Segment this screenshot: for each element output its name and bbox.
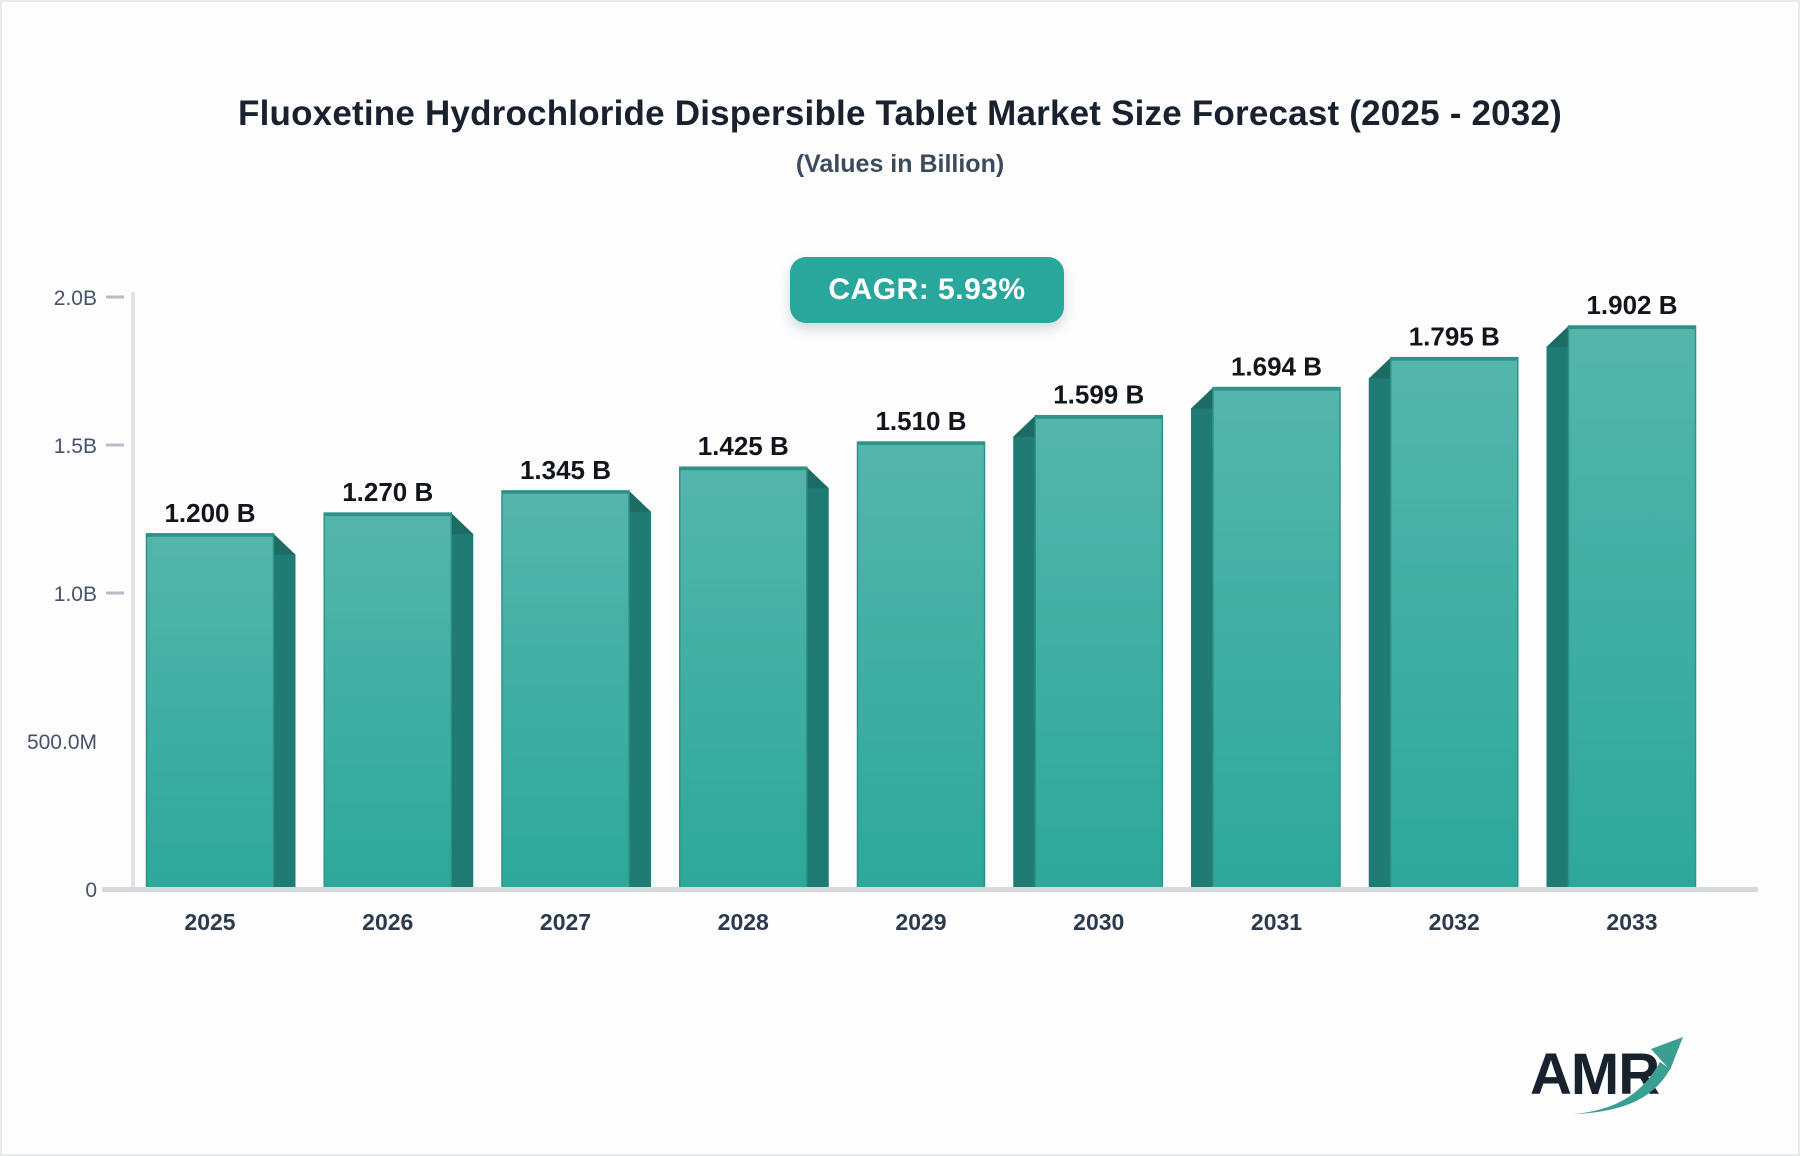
bar-value-label: 1.270 B xyxy=(342,477,433,507)
bar-side xyxy=(629,490,651,891)
bar-face xyxy=(501,490,630,892)
x-tick-label: 2026 xyxy=(362,909,413,935)
bar-side xyxy=(1013,415,1036,891)
x-tick-label: 2028 xyxy=(718,909,769,935)
x-tick-label: 2030 xyxy=(1073,909,1124,935)
bar-side-chamfer xyxy=(1546,326,1569,348)
bar-side xyxy=(273,533,296,891)
bar-side-chamfer xyxy=(273,533,296,555)
x-axis-line xyxy=(102,887,1758,892)
bar-side-chamfer xyxy=(1191,387,1213,409)
bar-value-label: 1.694 B xyxy=(1231,352,1322,382)
bar-side-chamfer xyxy=(451,513,474,535)
bar-value-label: 1.345 B xyxy=(520,455,611,485)
bar-2031: 1.694 B 2031 xyxy=(1191,352,1341,935)
x-tick-label: 2033 xyxy=(1606,909,1657,935)
bar-side xyxy=(806,467,829,891)
bar-side xyxy=(1191,387,1213,891)
x-tick-label: 2032 xyxy=(1429,909,1480,935)
bar-value-label: 1.510 B xyxy=(875,406,966,436)
x-tick-label: 2027 xyxy=(540,909,591,935)
bar-face xyxy=(1390,356,1519,892)
bar-face xyxy=(1034,414,1163,892)
bar-side xyxy=(1546,326,1569,891)
bar-face xyxy=(145,533,275,892)
y-tick-label: 1.5B xyxy=(54,435,97,458)
bar-side-chamfer xyxy=(1368,357,1391,379)
bar-value-label: 1.425 B xyxy=(698,431,789,461)
bar-side-chamfer xyxy=(806,467,829,489)
bar-2025: 1.200 B 2025 xyxy=(145,498,296,935)
bar-face xyxy=(1567,325,1697,892)
bar-side-chamfer xyxy=(629,490,651,512)
bar-side xyxy=(1368,357,1391,891)
x-tick-label: 2031 xyxy=(1251,909,1302,935)
bar-face xyxy=(1212,386,1341,892)
y-tick-label: 1.0B xyxy=(54,583,97,606)
bar-face xyxy=(856,441,986,892)
bar-2029: 1.510 B 2029 xyxy=(856,406,986,935)
page-subtitle: (Values in Billion) xyxy=(795,150,1005,178)
bar-value-label: 1.200 B xyxy=(164,498,255,528)
bar-2027: 1.345 B 2027 xyxy=(501,455,651,935)
page-title: Fluoxetine Hydrochloride Dispersible Tab… xyxy=(238,94,1562,133)
cagr-badge-label: CAGR: 5.93% xyxy=(828,273,1026,306)
bar-2030: 1.599 B 2030 xyxy=(1013,380,1163,935)
bar-2033: 1.902 B 2033 xyxy=(1546,290,1697,935)
bar-face xyxy=(323,512,452,892)
x-tick-label: 2025 xyxy=(184,909,235,935)
bar-2026: 1.270 B 2026 xyxy=(323,477,474,935)
bar-2032: 1.795 B 2032 xyxy=(1368,322,1519,935)
bar-value-label: 1.902 B xyxy=(1586,290,1677,320)
bar-side xyxy=(451,513,474,891)
bar-2028: 1.425 B 2028 xyxy=(679,431,829,935)
growth-arrow-icon xyxy=(1574,1062,1670,1114)
bar-face xyxy=(679,466,808,892)
amr-logo: AMR xyxy=(1530,1032,1740,1127)
amr-logo-graphic: AMR xyxy=(1530,1037,1683,1114)
growth-arrow-head-icon xyxy=(1651,1037,1683,1070)
y-tick-label: 500.0M xyxy=(27,731,97,754)
chart-header: Fluoxetine Hydrochloride Dispersible Tab… xyxy=(2,94,1798,179)
bar-value-label: 1.599 B xyxy=(1053,380,1144,410)
x-tick-label: 2029 xyxy=(895,909,946,935)
bar-value-label: 1.795 B xyxy=(1409,322,1500,352)
cagr-badge: CAGR: 5.93% xyxy=(790,257,1064,323)
y-tick-label: 0 xyxy=(85,879,97,902)
y-tick-label: 2.0B xyxy=(54,287,97,310)
bar-side-chamfer xyxy=(1013,415,1036,437)
